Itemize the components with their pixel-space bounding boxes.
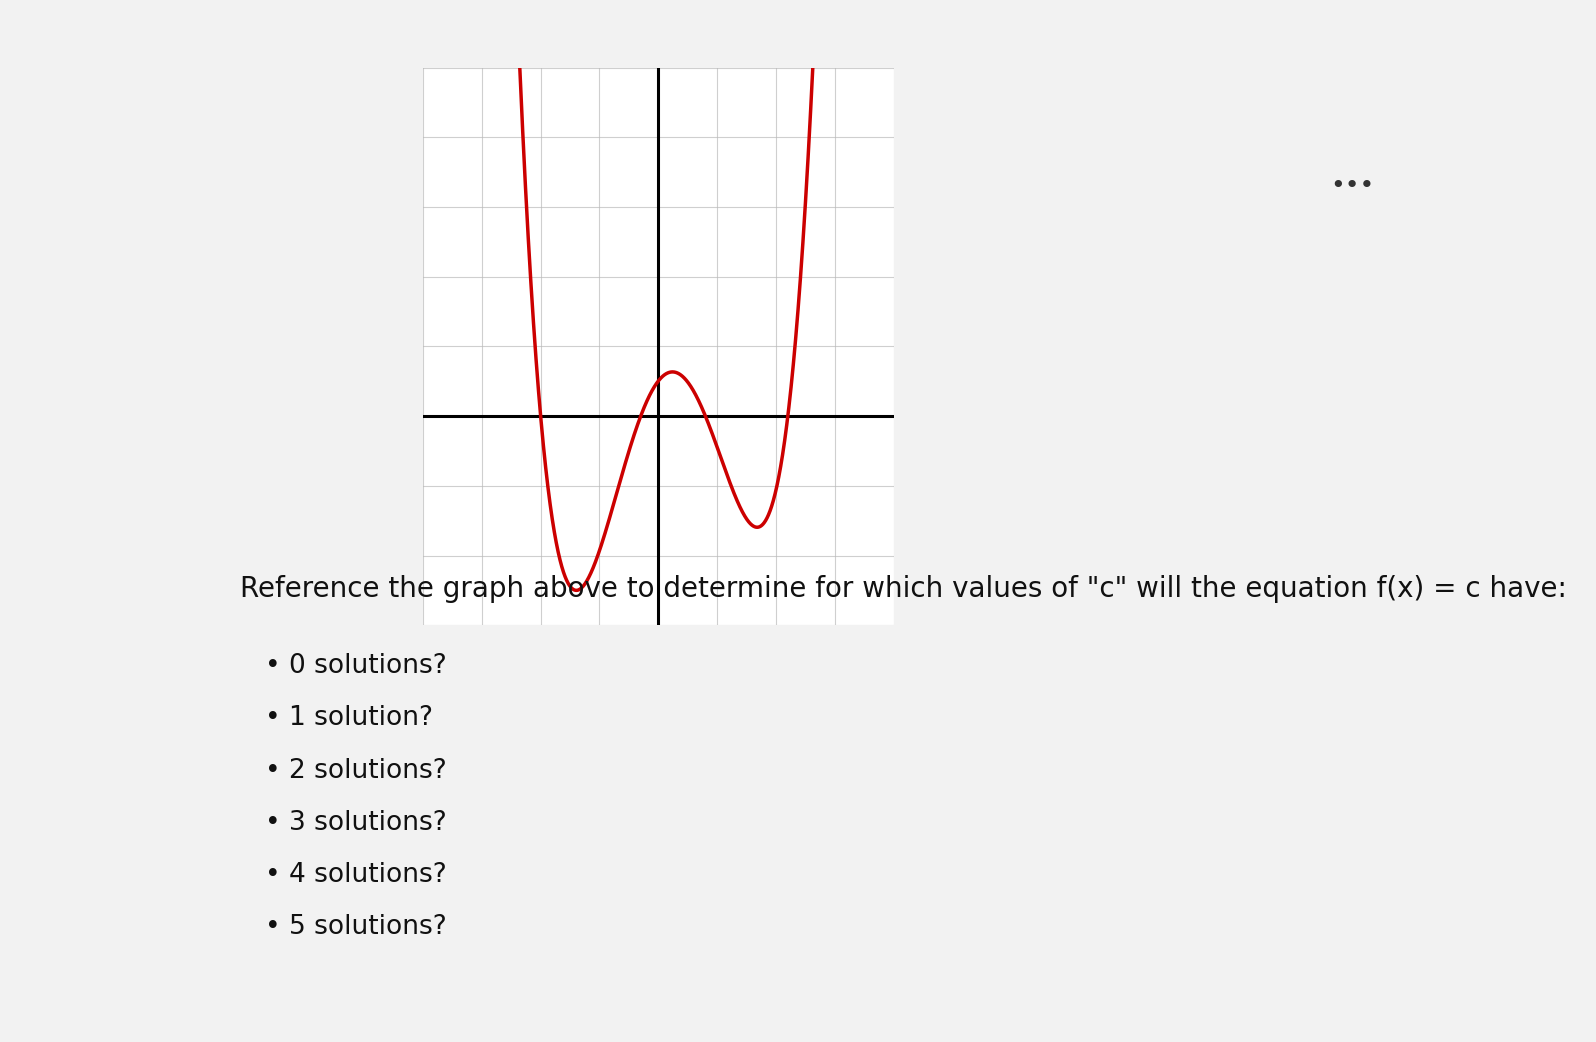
Text: •••: ••• bbox=[1331, 174, 1374, 198]
Text: • 2 solutions?: • 2 solutions? bbox=[265, 758, 447, 784]
Text: Reference the graph above to determine for which values of "c" will the equation: Reference the graph above to determine f… bbox=[241, 575, 1567, 603]
Text: • 5 solutions?: • 5 solutions? bbox=[265, 914, 447, 940]
Text: • 3 solutions?: • 3 solutions? bbox=[265, 810, 447, 836]
Text: • 4 solutions?: • 4 solutions? bbox=[265, 862, 447, 888]
Text: • 1 solution?: • 1 solution? bbox=[265, 705, 433, 731]
Text: • 0 solutions?: • 0 solutions? bbox=[265, 653, 447, 679]
